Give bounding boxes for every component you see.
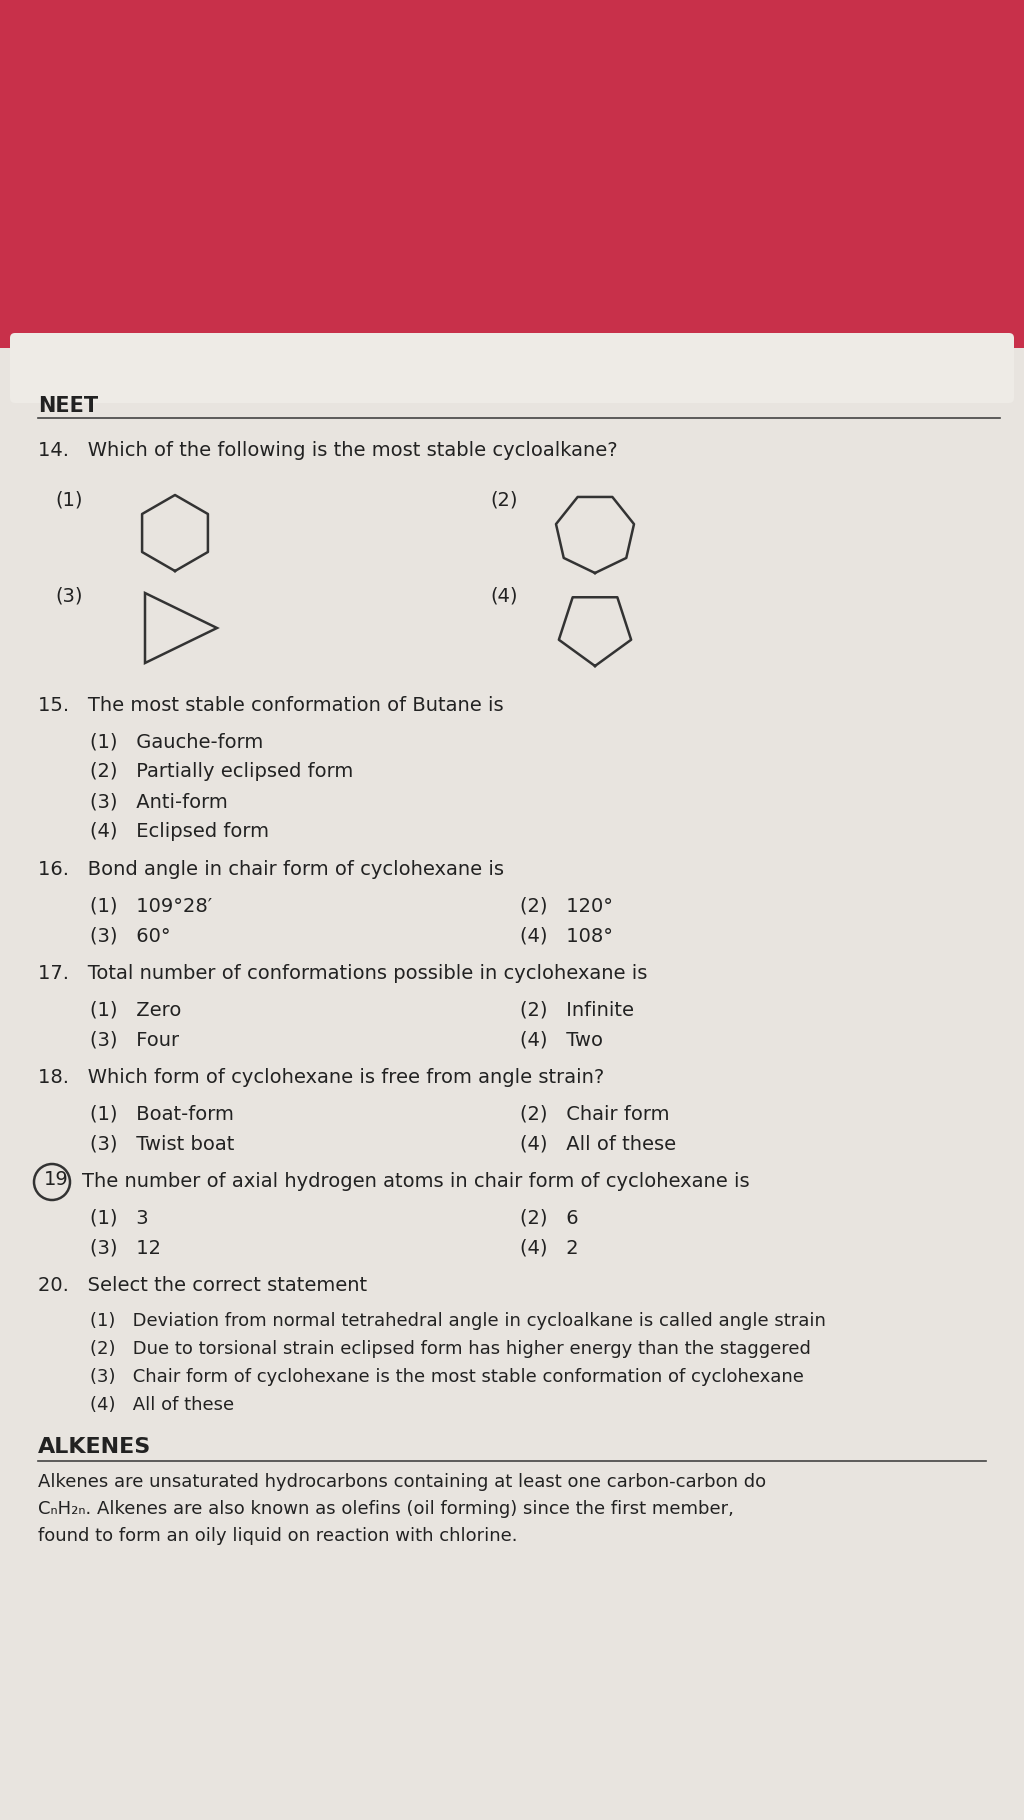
Text: (1)   109°28′: (1) 109°28′ — [90, 895, 212, 915]
Text: (4): (4) — [490, 586, 517, 604]
Bar — [0, 0, 1024, 379]
Text: (2)   Chair form: (2) Chair form — [520, 1105, 670, 1123]
Text: (4)   All of these: (4) All of these — [520, 1134, 676, 1154]
Text: (2): (2) — [490, 491, 517, 510]
Text: (3)   12: (3) 12 — [90, 1238, 161, 1258]
Text: (1)   Zero: (1) Zero — [90, 999, 181, 1019]
Text: (4)   Eclipsed form: (4) Eclipsed form — [90, 823, 269, 841]
Text: (3)   Four: (3) Four — [90, 1030, 179, 1048]
Text: CₙH₂ₙ. Alkenes are also known as olefins (oil forming) since the first member,: CₙH₂ₙ. Alkenes are also known as olefins… — [38, 1500, 734, 1518]
Text: 14.   Which of the following is the most stable cycloalkane?: 14. Which of the following is the most s… — [38, 440, 617, 460]
Text: (1)   Boat-form: (1) Boat-form — [90, 1105, 233, 1123]
Text: (1)   Gauche-form: (1) Gauche-form — [90, 732, 263, 752]
Text: NEET: NEET — [38, 397, 98, 417]
Text: The number of axial hydrogen atoms in chair form of cyclohexane is: The number of axial hydrogen atoms in ch… — [82, 1172, 750, 1190]
Text: (3)   60°: (3) 60° — [90, 926, 171, 945]
Text: (2)   Partially eclipsed form: (2) Partially eclipsed form — [90, 763, 353, 781]
Text: (2)   6: (2) 6 — [520, 1208, 579, 1227]
Text: 16.   Bond angle in chair form of cyclohexane is: 16. Bond angle in chair form of cyclohex… — [38, 861, 504, 879]
Text: (4)   Two: (4) Two — [520, 1030, 603, 1048]
Bar — [0, 348, 1024, 1820]
Text: (3)   Twist boat: (3) Twist boat — [90, 1134, 234, 1154]
Text: (4)   All of these: (4) All of these — [90, 1396, 234, 1414]
Text: 19: 19 — [44, 1170, 69, 1188]
Text: 17.   Total number of conformations possible in cyclohexane is: 17. Total number of conformations possib… — [38, 965, 647, 983]
Text: (3)   Chair form of cyclohexane is the most stable conformation of cyclohexane: (3) Chair form of cyclohexane is the mos… — [90, 1369, 804, 1387]
Text: 20.   Select the correct statement: 20. Select the correct statement — [38, 1276, 368, 1296]
Text: (3): (3) — [55, 586, 83, 604]
Text: (2)   Due to torsional strain eclipsed form has higher energy than the staggered: (2) Due to torsional strain eclipsed for… — [90, 1340, 811, 1358]
Text: (1)   3: (1) 3 — [90, 1208, 148, 1227]
FancyBboxPatch shape — [10, 333, 1014, 402]
Text: found to form an oily liquid on reaction with chlorine.: found to form an oily liquid on reaction… — [38, 1527, 517, 1545]
Text: Alkenes are unsaturated hydrocarbons containing at least one carbon-carbon do: Alkenes are unsaturated hydrocarbons con… — [38, 1472, 766, 1491]
Text: (3)   Anti-form: (3) Anti-form — [90, 792, 227, 812]
Text: (1)   Deviation from normal tetrahedral angle in cycloalkane is called angle str: (1) Deviation from normal tetrahedral an… — [90, 1312, 826, 1330]
Text: 15.   The most stable conformation of Butane is: 15. The most stable conformation of Buta… — [38, 695, 504, 715]
Text: (2)   Infinite: (2) Infinite — [520, 999, 634, 1019]
Text: (4)   2: (4) 2 — [520, 1238, 579, 1258]
Text: 18.   Which form of cyclohexane is free from angle strain?: 18. Which form of cyclohexane is free fr… — [38, 1068, 604, 1087]
Text: (2)   120°: (2) 120° — [520, 895, 613, 915]
Text: ALKENES: ALKENES — [38, 1438, 152, 1458]
Text: (4)   108°: (4) 108° — [520, 926, 613, 945]
Text: (1): (1) — [55, 491, 83, 510]
